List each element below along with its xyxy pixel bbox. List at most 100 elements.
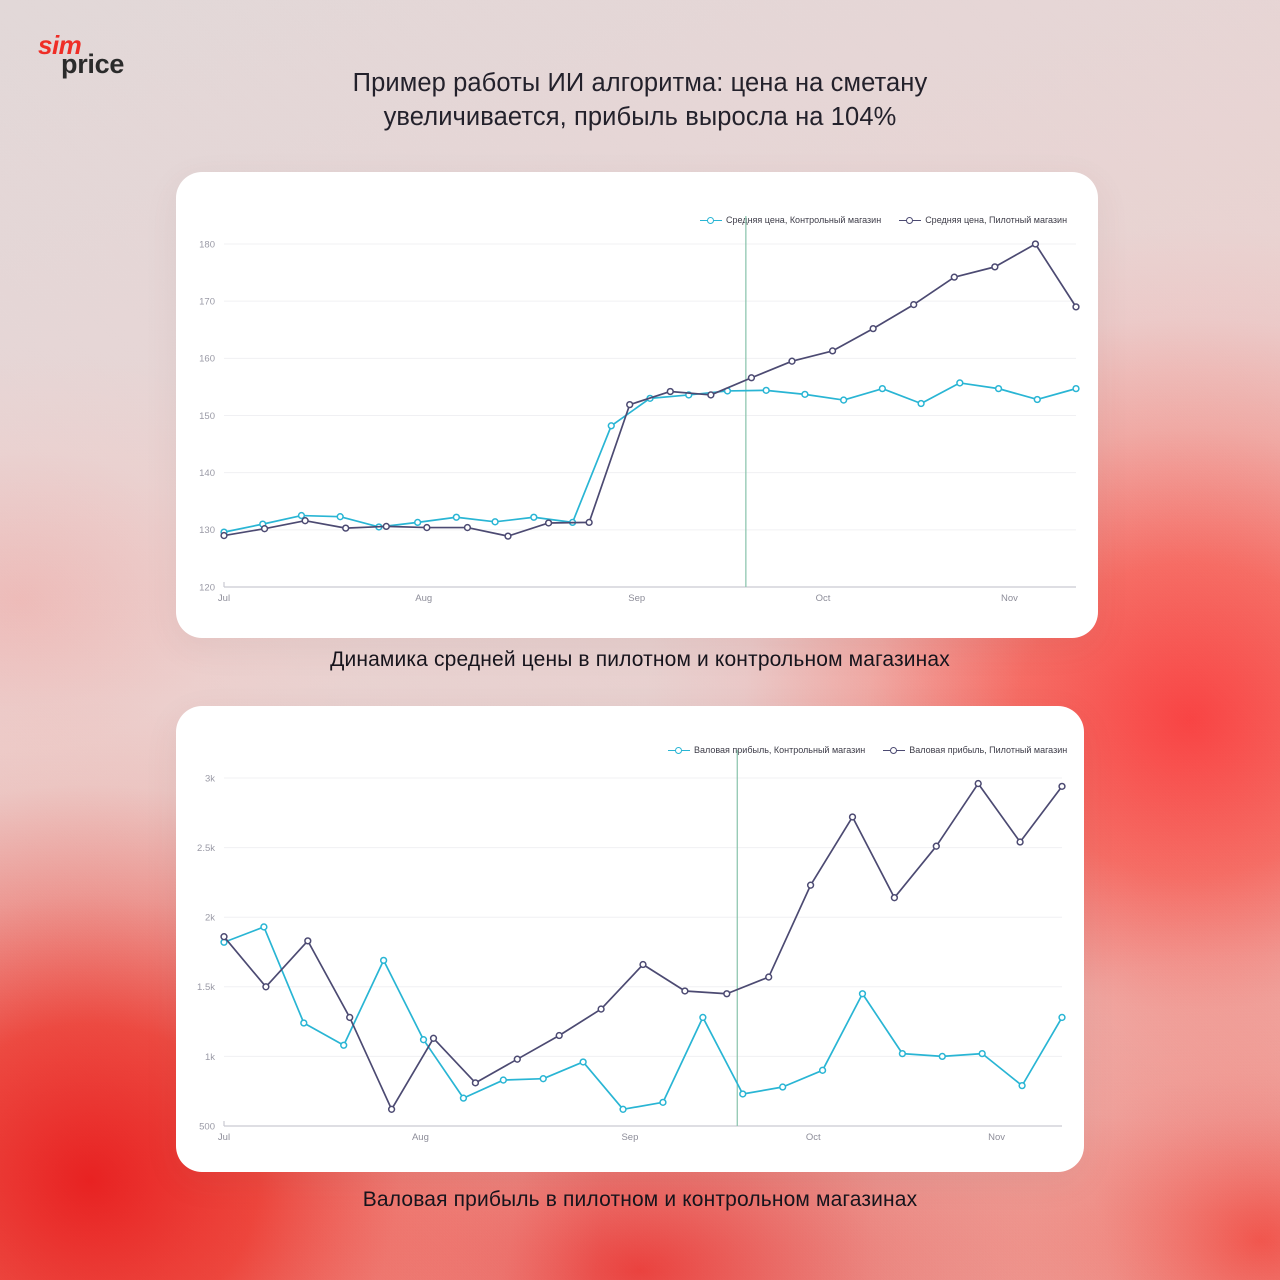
data-point (579, 1058, 587, 1066)
data-point (869, 324, 877, 333)
data-point (471, 1079, 480, 1087)
brand-logo-price: price (61, 49, 125, 79)
data-point (991, 263, 999, 271)
data-point (413, 518, 422, 527)
data-point (387, 1105, 396, 1113)
data-point (788, 357, 796, 365)
data-point (878, 384, 887, 393)
data-point (607, 422, 615, 430)
series-line-control (223, 382, 1077, 533)
profit-chart-caption: Валовая прибыль в пилотном и контрольном… (362, 1188, 918, 1211)
page-title-line-1: Пример работы ИИ алгоритма: цена на смет… (352, 69, 928, 97)
series-line-control (223, 926, 1063, 1111)
legend-label-control-price: Средняя цена, Контрольный магазин (726, 215, 882, 225)
data-point (585, 518, 593, 527)
legend-marker-circle-icon (668, 745, 690, 755)
page-title-line-2: увеличивается, прибыль выросла на 104% (383, 103, 897, 131)
data-point (1018, 1081, 1026, 1090)
data-point (723, 990, 731, 998)
data-point (336, 513, 344, 521)
data-point (747, 374, 756, 382)
data-point (382, 522, 390, 531)
data-point (463, 523, 472, 532)
data-point (806, 881, 815, 889)
y-axis-tick-label: 160 (199, 354, 215, 365)
y-axis-tick-label: 2.5k (197, 843, 215, 854)
legend-item-pilot-profit[interactable]: Валовая прибыль, Пилотный магазин (883, 745, 1067, 755)
data-point (1058, 1013, 1066, 1022)
data-point (666, 387, 674, 396)
data-point (739, 1090, 747, 1098)
data-point (1031, 240, 1040, 248)
y-axis-tick-label: 130 (199, 525, 215, 536)
legend-marker-circle-icon (899, 215, 922, 225)
legend-marker-circle-icon (883, 745, 906, 755)
y-axis-tick-label: 500 (199, 1121, 215, 1132)
data-point (956, 379, 964, 387)
data-point (890, 894, 899, 902)
data-point (346, 1013, 354, 1022)
data-point (699, 1013, 707, 1022)
y-axis-tick-label: 1.5k (197, 982, 215, 993)
x-axis-tick-label: Oct (816, 593, 831, 604)
data-point (491, 518, 499, 526)
data-point (429, 1034, 438, 1042)
data-point (499, 1076, 507, 1084)
data-point (220, 531, 228, 540)
x-axis-tick-label: Aug (412, 1132, 429, 1143)
legend-label-pilot-profit: Валовая прибыль, Пилотный магазин (909, 745, 1068, 755)
data-point (297, 511, 306, 520)
data-point (848, 813, 857, 821)
data-point (898, 1049, 907, 1058)
data-point (452, 513, 461, 521)
data-point (619, 1105, 627, 1113)
data-point (544, 519, 553, 527)
data-point (260, 923, 268, 931)
data-point (839, 396, 848, 404)
data-point (707, 391, 715, 399)
x-axis-tick-label: Aug (415, 593, 432, 604)
data-point (555, 1031, 563, 1040)
data-point (260, 525, 269, 533)
y-axis-tick-label: 170 (199, 297, 215, 308)
data-point (423, 523, 431, 532)
data-point (504, 532, 512, 540)
data-point (539, 1075, 547, 1083)
profit-chart-plot: 500 1k 1.5k 2k 2.5k 3k Jul Aug Sep Oct Nov (197, 750, 1066, 1143)
data-point (300, 1019, 308, 1027)
data-point (639, 960, 647, 969)
data-point (1072, 384, 1080, 393)
x-axis-tick-label: Jul (218, 593, 230, 604)
data-point (1072, 303, 1080, 311)
y-axis-tick-label: 2k (205, 913, 215, 924)
legend-label-control-profit: Валовая прибыль, Контрольный магазин (694, 745, 866, 755)
data-point (917, 399, 925, 408)
data-point (301, 517, 309, 525)
data-point (858, 990, 867, 998)
series-line-pilot (223, 243, 1077, 537)
page-title: Пример работы ИИ алгоритма: цена на смет… (0, 66, 1280, 134)
legend-item-pilot-price[interactable]: Средняя цена, Пилотный магазин (899, 215, 1067, 225)
data-point (459, 1094, 468, 1102)
series-line-pilot (223, 782, 1063, 1111)
y-axis-tick-label: 1k (205, 1052, 215, 1063)
data-point (765, 973, 773, 981)
data-point (801, 390, 809, 399)
y-axis-tick-label: 120 (199, 582, 215, 593)
price-chart-legend: Средняя цена, Контрольный магазин Средня… (700, 215, 1067, 225)
x-axis-tick-label: Sep (628, 593, 645, 604)
data-point (950, 273, 958, 281)
data-point (1033, 395, 1041, 404)
price-chart-plot: 120 130 140 150 160 170 180 Jul Aug Sep Oct Nov (199, 216, 1080, 604)
data-point (340, 1041, 348, 1049)
data-point (304, 937, 312, 945)
data-point (938, 1052, 946, 1061)
legend-item-control-price[interactable]: Средняя цена, Контрольный магазин (700, 215, 881, 225)
brand-logo-sim: sim (38, 30, 82, 60)
y-axis-tick-label: 140 (199, 468, 215, 479)
legend-item-control-profit[interactable]: Валовая прибыль, Контрольный магазин (668, 745, 865, 755)
price-chart-caption: Динамика средней цены в пилотном и контр… (330, 648, 950, 671)
data-point (419, 1036, 428, 1044)
data-point (932, 842, 940, 850)
